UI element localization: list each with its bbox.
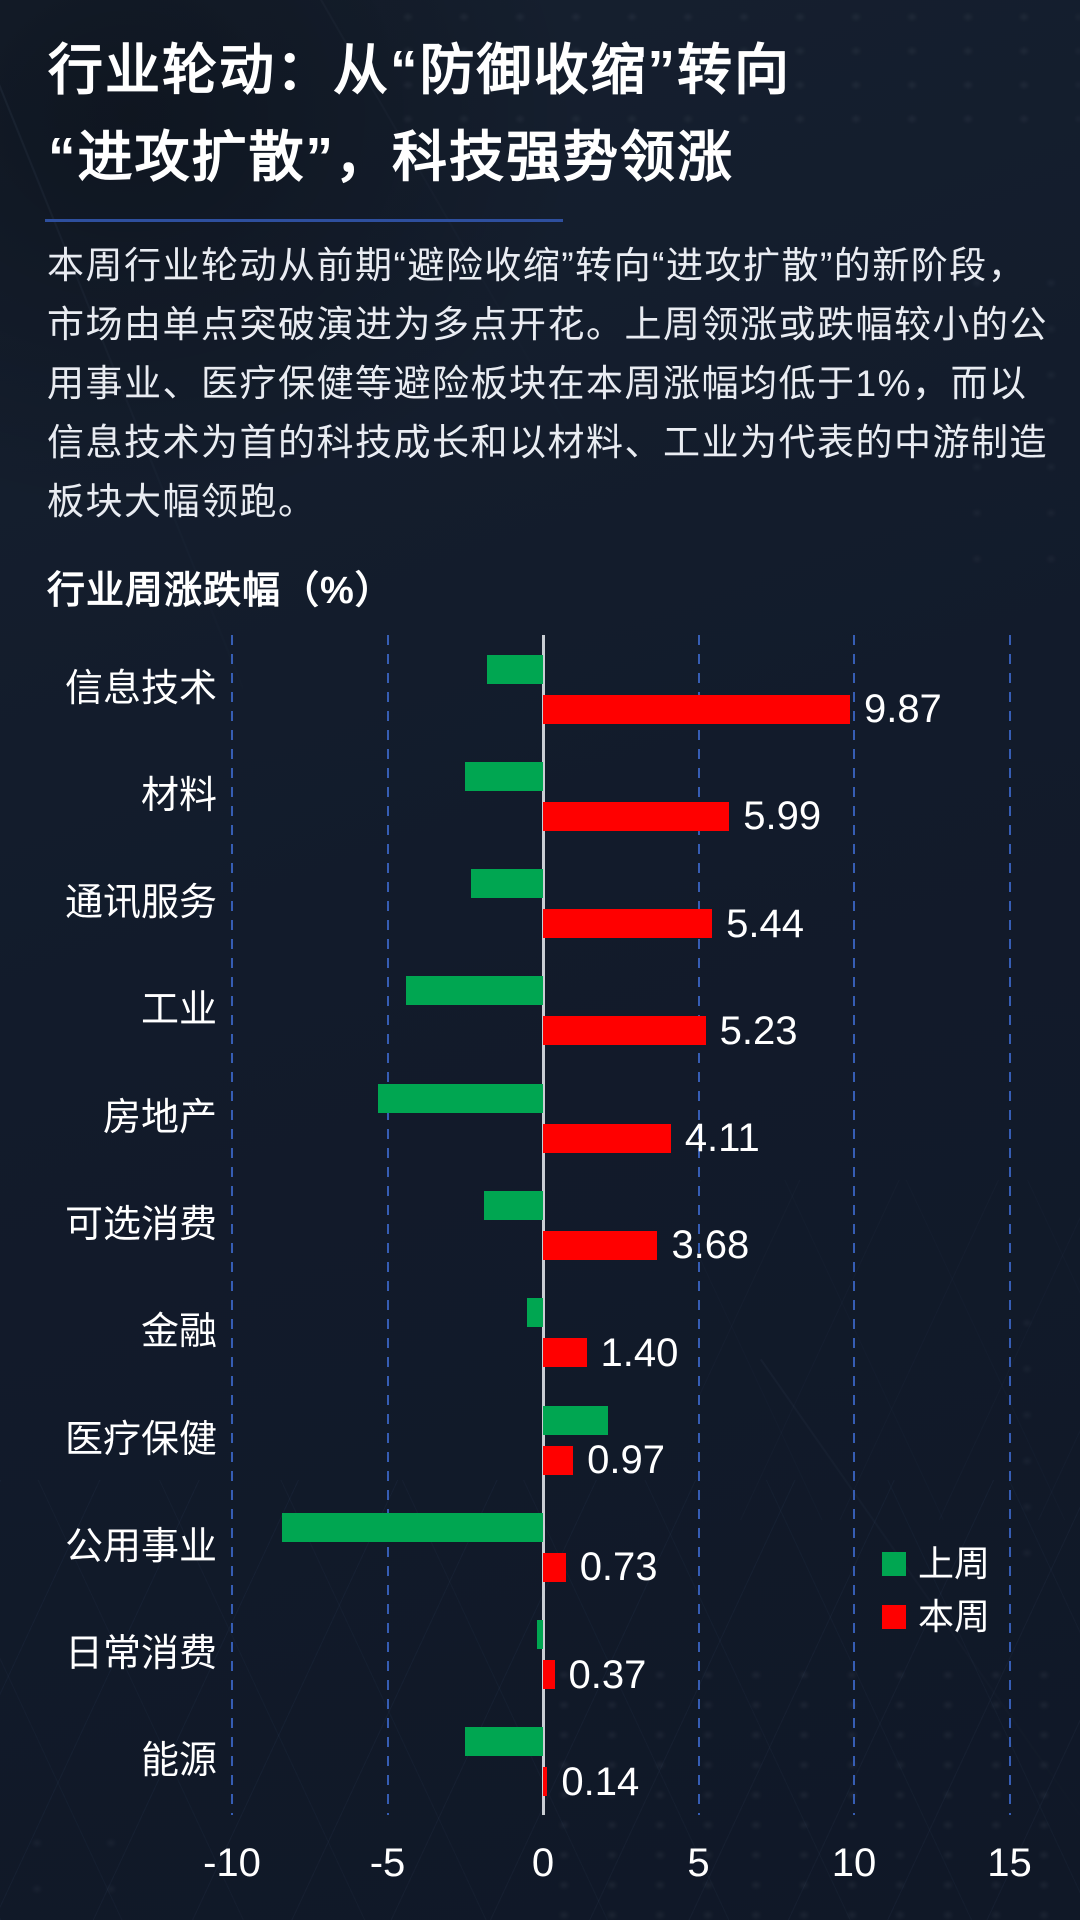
- category-label: 可选消费: [64, 1203, 217, 1246]
- page-title-line-2: “进攻扩散”，科技强势领涨: [48, 126, 735, 188]
- legend-swatch-this-week: [882, 1605, 906, 1629]
- intro-paragraph: 本周行业轮动从前期“避险收缩”转向“进攻扩散”的新阶段，市场由单点突破演进为多点…: [47, 245, 1048, 522]
- axis-tick-label: 0: [531, 1841, 555, 1885]
- bar-this-week: [543, 1016, 706, 1046]
- bar-last-week: [483, 1190, 543, 1220]
- bar-this-week: [543, 1230, 658, 1260]
- axis-zero-line: [541, 635, 545, 1815]
- value-label: 0.73: [579, 1545, 658, 1590]
- axis-tick-label: 10: [831, 1841, 877, 1885]
- value-label: 5.23: [719, 1008, 798, 1053]
- axis-tick-label: 5: [687, 1841, 710, 1885]
- value-label: 4.11: [684, 1116, 760, 1161]
- bar-last-week: [281, 1512, 543, 1542]
- value-label: 1.40: [600, 1330, 679, 1375]
- category-label: 能源: [140, 1740, 217, 1783]
- category-label: 金融: [140, 1311, 217, 1354]
- category-label: 房地产: [102, 1096, 217, 1139]
- axis-tick-label: -5: [369, 1841, 406, 1885]
- bar-this-week: [543, 1552, 566, 1582]
- bar-this-week: [543, 801, 730, 831]
- value-label: 0.37: [568, 1652, 647, 1697]
- bar-last-week: [536, 1620, 543, 1650]
- bar-last-week: [465, 761, 543, 791]
- gridline: [697, 635, 700, 1815]
- bar-last-week: [406, 976, 543, 1006]
- bar-last-week: [543, 1405, 609, 1435]
- gridline: [1008, 635, 1011, 1815]
- bar-last-week: [487, 654, 543, 684]
- axis-tick-label: -10: [203, 1841, 261, 1885]
- bar-this-week: [543, 1123, 671, 1153]
- value-label: 0.14: [561, 1759, 640, 1804]
- bar-this-week: [543, 1445, 574, 1475]
- category-label: 公用事业: [64, 1525, 217, 1568]
- title-underline: [45, 219, 563, 222]
- axis-tick-label: 15: [987, 1841, 1032, 1885]
- bar-last-week: [378, 1083, 543, 1113]
- gridline: [231, 635, 233, 1815]
- bar-this-week: [543, 694, 850, 724]
- category-label: 医疗保健: [64, 1418, 217, 1461]
- category-label: 工业: [140, 989, 217, 1032]
- legend-swatch-last-week: [882, 1552, 906, 1576]
- category-label: 材料: [140, 774, 217, 817]
- value-label: 3.68: [671, 1223, 750, 1268]
- category-label: 通讯服务: [64, 882, 217, 925]
- value-label: 9.87: [863, 687, 942, 732]
- bar-this-week: [543, 909, 713, 939]
- bar-last-week: [471, 869, 543, 899]
- bar-last-week: [465, 1727, 543, 1757]
- gridline: [386, 635, 389, 1815]
- page-title: 行业轮动：从“防御收缩”转向 “进攻扩散”，科技强势领涨: [48, 27, 1048, 201]
- chart-title: 行业周涨跌幅（%）: [47, 570, 394, 612]
- bar-this-week: [543, 1660, 555, 1690]
- page-title-line-1: 行业轮动：从“防御收缩”转向: [48, 39, 792, 101]
- value-label: 0.97: [587, 1438, 666, 1483]
- category-label: 信息技术: [64, 667, 217, 710]
- bar-this-week: [543, 1338, 587, 1368]
- legend-label-this-week: 本周: [918, 1596, 991, 1637]
- category-label: 日常消费: [64, 1633, 217, 1676]
- value-label: 5.99: [743, 794, 822, 839]
- legend-label-last-week: 上周: [918, 1543, 991, 1584]
- value-label: 5.44: [726, 901, 805, 946]
- gridline: [853, 635, 855, 1815]
- bar-this-week: [543, 1767, 548, 1797]
- bar-last-week: [527, 1298, 543, 1328]
